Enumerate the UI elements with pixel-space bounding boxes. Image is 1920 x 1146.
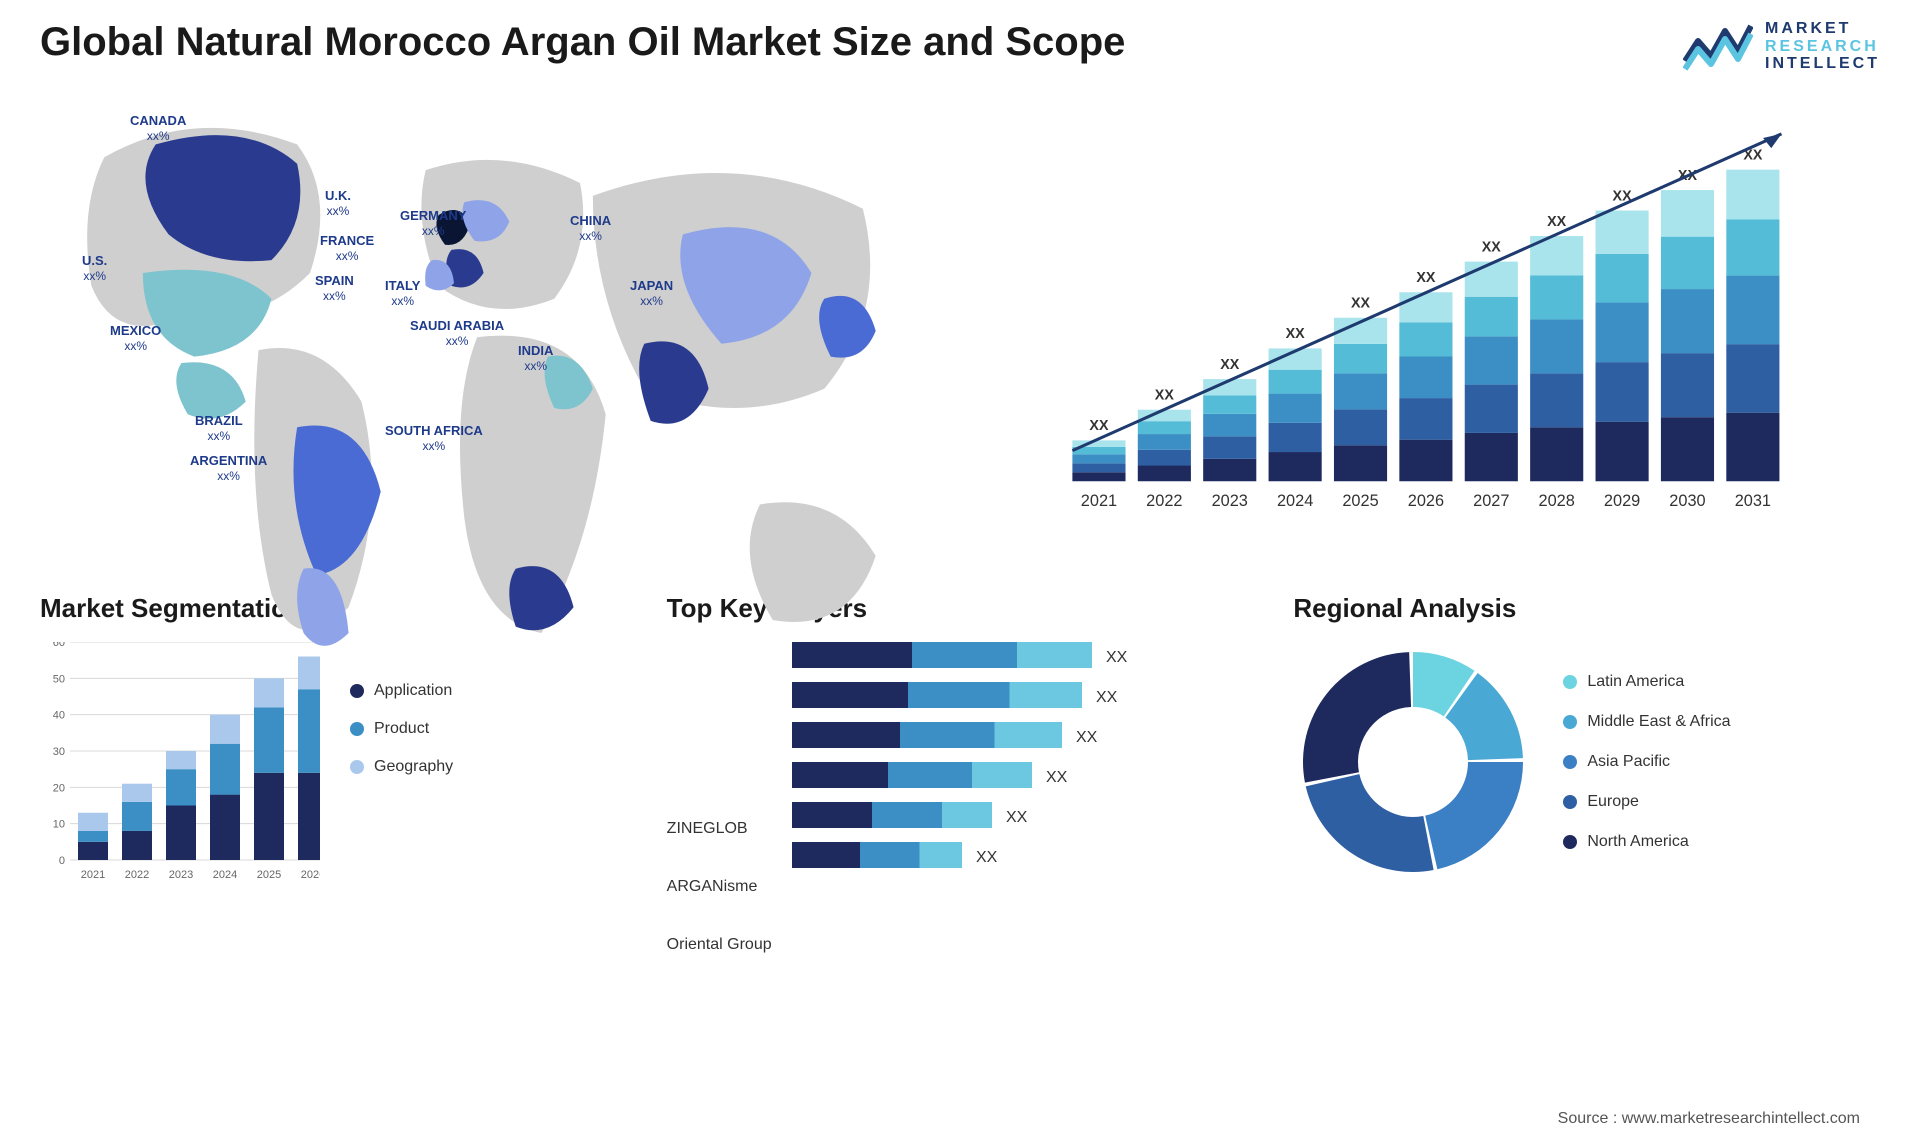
world-map-panel: CANADAxx% U.S.xx% MEXICOxx% BRAZILxx% ARGENT…	[40, 93, 940, 563]
svg-text:2024: 2024	[213, 869, 237, 881]
top-row: CANADAxx% U.S.xx% MEXICOxx% BRAZILxx% ARGENT…	[40, 93, 1880, 563]
svg-text:2023: 2023	[1212, 492, 1248, 510]
svg-text:2027: 2027	[1473, 492, 1509, 510]
legend-item: Europe	[1563, 793, 1730, 811]
map-label: INDIAxx%	[518, 343, 553, 374]
world-map	[40, 93, 940, 697]
map-label: U.K.xx%	[325, 188, 351, 219]
player-label	[667, 758, 772, 784]
svg-text:XX: XX	[1155, 387, 1175, 403]
player-label: ARGANisme	[667, 874, 772, 900]
map-label: FRANCExx%	[320, 233, 374, 264]
player-label: ZINEGLOB	[667, 816, 772, 842]
svg-text:2025: 2025	[257, 869, 281, 881]
svg-text:2029: 2029	[1604, 492, 1640, 510]
brand-logo-icon	[1683, 21, 1753, 71]
legend-swatch	[350, 760, 364, 774]
page-title: Global Natural Morocco Argan Oil Market …	[40, 20, 1125, 65]
map-label: U.S.xx%	[82, 253, 107, 284]
regional-title: Regional Analysis	[1293, 593, 1880, 624]
svg-text:XX: XX	[1416, 270, 1436, 286]
svg-text:2031: 2031	[1735, 492, 1771, 510]
legend-label: Middle East & Africa	[1587, 713, 1730, 731]
legend-item: North America	[1563, 833, 1730, 851]
map-label: SPAINxx%	[315, 273, 354, 304]
svg-text:40: 40	[53, 709, 65, 721]
source-attribution: Source : www.marketresearchintellect.com	[1558, 1110, 1860, 1128]
map-label: JAPANxx%	[630, 278, 673, 309]
legend-swatch	[1563, 795, 1577, 809]
regional-legend: Latin America Middle East & Africa Asia Pa…	[1563, 673, 1730, 851]
svg-text:2021: 2021	[81, 869, 105, 881]
svg-text:2024: 2024	[1277, 492, 1313, 510]
svg-text:2025: 2025	[1342, 492, 1378, 510]
legend-item: Product	[350, 720, 453, 738]
map-label: SAUDI ARABIAxx%	[410, 318, 504, 349]
svg-text:XX: XX	[1096, 689, 1118, 706]
svg-text:XX: XX	[1076, 729, 1098, 746]
svg-text:XX: XX	[1351, 295, 1371, 311]
legend-swatch	[1563, 755, 1577, 769]
regional-donut	[1293, 642, 1533, 882]
legend-swatch	[1563, 835, 1577, 849]
growth-chart-panel: XX 2021 XX 2022 XX 2023 XX 2024 XX 2025 XX 2026 XX 20…	[980, 93, 1880, 563]
svg-text:XX: XX	[1547, 214, 1567, 230]
legend-item: Middle East & Africa	[1563, 713, 1730, 731]
svg-text:2026: 2026	[301, 869, 320, 881]
svg-text:2022: 2022	[125, 869, 149, 881]
svg-text:30: 30	[53, 746, 65, 758]
regional-panel: Regional Analysis Latin America Middle Ea…	[1293, 593, 1880, 980]
legend-label: Europe	[1587, 793, 1639, 811]
map-label: ITALYxx%	[385, 278, 420, 309]
legend-swatch	[350, 722, 364, 736]
svg-text:XX: XX	[1286, 326, 1306, 342]
svg-text:XX: XX	[1006, 809, 1028, 826]
svg-text:2022: 2022	[1146, 492, 1182, 510]
svg-text:XX: XX	[1482, 239, 1502, 255]
svg-text:20: 20	[53, 782, 65, 794]
map-label: GERMANYxx%	[400, 208, 466, 239]
svg-text:XX: XX	[1106, 649, 1128, 666]
svg-text:0: 0	[59, 855, 65, 867]
map-label: MEXICOxx%	[110, 323, 161, 354]
map-label: CANADAxx%	[130, 113, 186, 144]
svg-text:2026: 2026	[1408, 492, 1444, 510]
legend-label: Asia Pacific	[1587, 753, 1670, 771]
svg-text:XX: XX	[1220, 357, 1240, 373]
legend-label: Latin America	[1587, 673, 1684, 691]
svg-text:10: 10	[53, 818, 65, 830]
header: Global Natural Morocco Argan Oil Market …	[40, 20, 1880, 73]
legend-label: Geography	[374, 758, 453, 776]
brand-logo: MARKET RESEARCH INTELLECT	[1683, 20, 1880, 73]
svg-text:XX: XX	[1089, 418, 1109, 434]
svg-text:2028: 2028	[1539, 492, 1575, 510]
legend-swatch	[1563, 675, 1577, 689]
legend-item: Asia Pacific	[1563, 753, 1730, 771]
svg-text:2030: 2030	[1669, 492, 1705, 510]
svg-text:2023: 2023	[169, 869, 193, 881]
legend-item: Latin America	[1563, 673, 1730, 691]
map-label: CHINAxx%	[570, 213, 611, 244]
map-label: ARGENTINAxx%	[190, 453, 267, 484]
player-label: Oriental Group	[667, 932, 772, 958]
svg-text:XX: XX	[1046, 769, 1068, 786]
legend-swatch	[1563, 715, 1577, 729]
player-label	[667, 700, 772, 726]
map-label: SOUTH AFRICAxx%	[385, 423, 483, 454]
svg-text:2021: 2021	[1081, 492, 1117, 510]
map-label: BRAZILxx%	[195, 413, 243, 444]
brand-logo-text: MARKET RESEARCH INTELLECT	[1765, 20, 1880, 73]
growth-chart: XX 2021 XX 2022 XX 2023 XX 2024 XX 2025 XX 2026 XX 20…	[980, 93, 1880, 563]
legend-label: North America	[1587, 833, 1688, 851]
svg-text:XX: XX	[976, 849, 998, 866]
legend-label: Product	[374, 720, 429, 738]
legend-item: Geography	[350, 758, 453, 776]
